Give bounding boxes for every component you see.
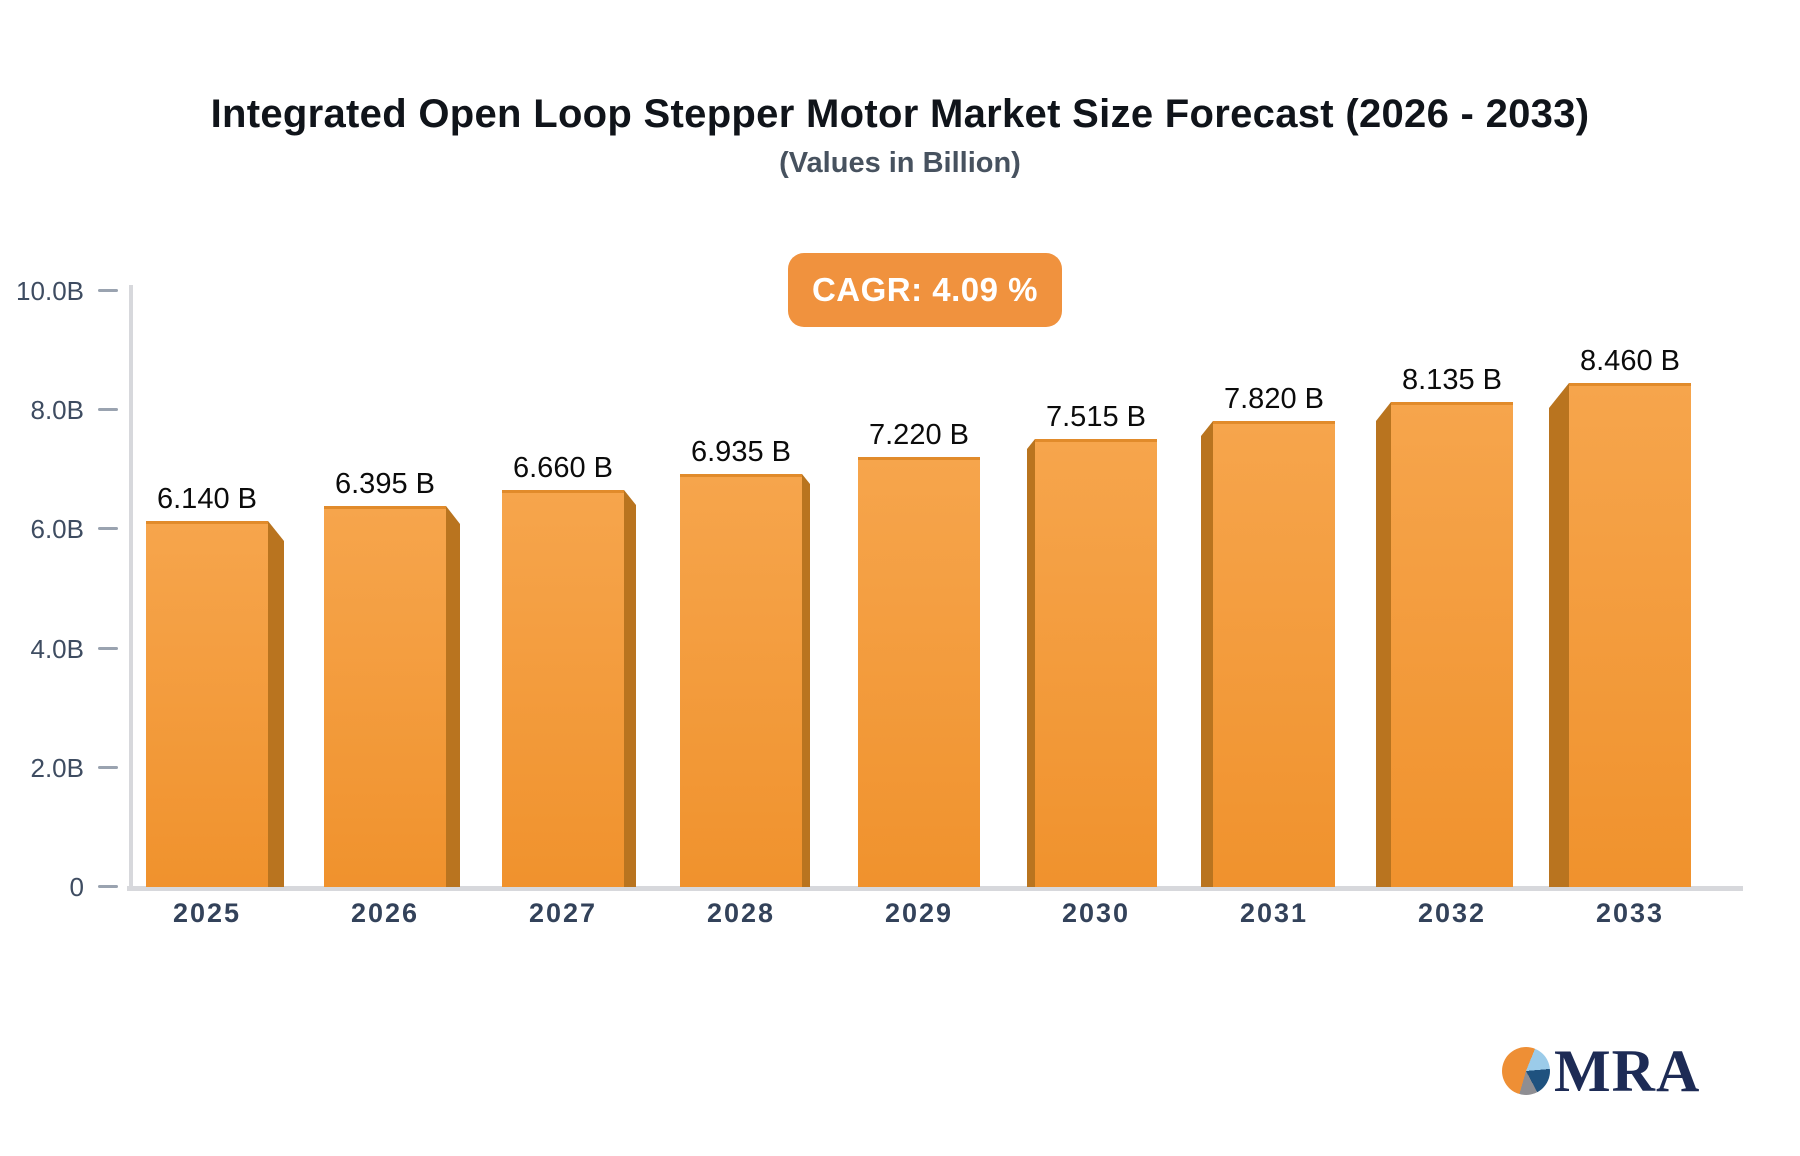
bar-value-label: 8.460 B (1580, 345, 1680, 377)
bar-value-label: 7.515 B (1046, 401, 1146, 433)
mra-logo: MRA (1502, 1038, 1700, 1104)
x-axis-label: 2030 (1061, 898, 1131, 928)
y-axis-tick (98, 885, 118, 888)
chart-title: Integrated Open Loop Stepper Motor Marke… (210, 92, 1590, 136)
bar-side-face (268, 521, 284, 887)
bar-value-label: 6.395 B (335, 468, 435, 500)
bar-side-face (1376, 402, 1391, 887)
bar-side-face (1201, 421, 1213, 887)
bar-value-label: 7.220 B (869, 419, 969, 451)
bar-side-face (1549, 383, 1569, 887)
x-axis-label: 2028 (706, 898, 776, 928)
cagr-badge: CAGR: 4.09 % (788, 253, 1062, 327)
x-axis-label: 2025 (172, 898, 242, 928)
logo-text: MRA (1554, 1038, 1701, 1104)
y-axis-label: 4.0B (30, 634, 85, 664)
x-axis-label: 2027 (528, 898, 598, 928)
bar-value-label: 7.820 B (1224, 383, 1324, 415)
y-axis-tick (98, 766, 118, 769)
x-axis-label: 2032 (1417, 898, 1487, 928)
bar-value-label: 6.140 B (157, 483, 257, 515)
x-axis-label: 2031 (1239, 898, 1309, 928)
y-axis-label: 0 (69, 872, 84, 902)
y-axis-label: 10.0B (16, 276, 84, 306)
x-axis-label: 2026 (350, 898, 420, 928)
bar-2025 (146, 521, 268, 887)
y-axis-label: 6.0B (30, 514, 85, 544)
bar-2028 (680, 474, 802, 887)
y-axis-label: 2.0B (30, 753, 85, 783)
bar-2027 (502, 490, 624, 887)
bar-2032 (1391, 402, 1513, 887)
y-axis-line (129, 285, 133, 891)
y-axis-tick (98, 289, 118, 292)
bar-2031 (1213, 421, 1335, 887)
bar-2029 (858, 457, 980, 887)
x-axis-label: 2029 (884, 898, 954, 928)
bar-side-face (446, 506, 460, 887)
bar-value-label: 6.660 B (513, 452, 613, 484)
pie-chart-logo-icon (1502, 1047, 1550, 1095)
bar-value-label: 8.135 B (1402, 364, 1502, 396)
bar-side-face (802, 474, 810, 887)
bar-2033 (1569, 383, 1691, 887)
bar-2030 (1035, 439, 1157, 887)
y-axis-label: 8.0B (30, 395, 85, 425)
bar-2026 (324, 506, 446, 887)
bar-value-label: 6.935 B (691, 436, 791, 468)
x-axis-label: 2033 (1595, 898, 1665, 928)
bar-side-face (624, 490, 636, 887)
y-axis-tick (98, 527, 118, 530)
y-axis-tick (98, 647, 118, 650)
y-axis-tick (98, 408, 118, 411)
chart-subtitle: (Values in Billion) (779, 147, 1021, 179)
x-axis-line (127, 886, 1743, 891)
bar-side-face (1027, 439, 1035, 887)
